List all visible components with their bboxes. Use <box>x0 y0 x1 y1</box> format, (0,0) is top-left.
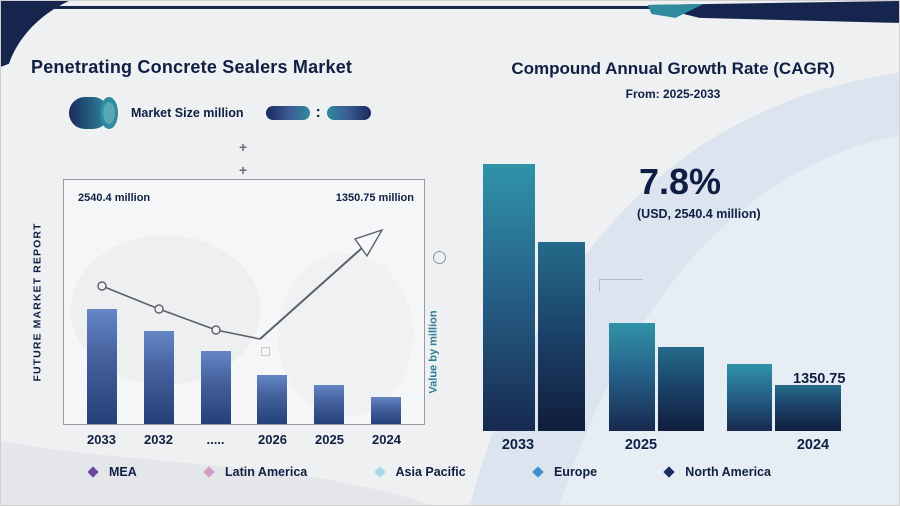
cagr-bar <box>538 242 585 431</box>
square-icon <box>261 347 270 356</box>
x-label: 2032 <box>144 432 173 447</box>
plus-icon: + <box>239 162 248 178</box>
y-axis-label: Value by million <box>428 309 441 394</box>
market-size-legend: Market Size million : <box>65 93 371 133</box>
cagr-bar <box>483 163 535 431</box>
legend-item-north-america: North America <box>663 465 771 479</box>
market-bar <box>313 384 344 424</box>
x-label: 2026 <box>258 432 287 447</box>
legend-label: Asia Pacific <box>395 465 466 479</box>
x-label: 2025 <box>315 432 344 447</box>
annotation-min-value: 1350.75 million <box>335 192 414 204</box>
legend-item-latin-america: Latin America <box>203 465 308 479</box>
market-bar <box>143 331 174 424</box>
market-size-chart: 2540.4 million 1350.75 million <box>63 179 425 425</box>
circle-icon <box>433 251 446 264</box>
bottom-legend: MEA Latin America Asia Pacific Europe North … <box>87 465 771 479</box>
legend-item-mea: MEA <box>87 465 137 479</box>
market-size-label: Market Size million <box>131 106 244 120</box>
market-bar <box>370 397 401 424</box>
legend-label: Europe <box>553 465 598 479</box>
gradient-pill-icon <box>265 106 310 120</box>
page-title: Penetrating Concrete Sealers Market <box>31 57 353 77</box>
pill-separator: : <box>315 104 321 121</box>
x-label: ..... <box>206 432 225 447</box>
y-axis-label-wrap: Value by million <box>425 269 443 434</box>
cagr-bars <box>471 161 871 431</box>
cagr-usd-note: (USD, 2540.4 million) <box>637 207 761 221</box>
market-bar <box>200 350 231 424</box>
x-label: 2033 <box>87 432 116 447</box>
cagr-rate: 7.8% <box>639 161 722 202</box>
plus-icon: + <box>239 139 248 155</box>
market-bars <box>64 180 424 424</box>
legend-diamond-icon <box>532 466 544 478</box>
legend-diamond-icon <box>373 466 386 478</box>
cagr-bar <box>658 347 704 431</box>
bracket-icon <box>599 279 643 291</box>
market-bar <box>87 309 118 424</box>
market-bar <box>257 375 288 424</box>
cagr-subtitle: From: 2025-2033 <box>625 87 721 101</box>
gradient-pill-icon <box>326 106 371 120</box>
cagr-bar-group <box>609 161 704 431</box>
database-icon <box>69 97 118 129</box>
watermark: FUTURE MARKET REPORT <box>27 179 49 425</box>
legend-label: MEA <box>109 465 137 479</box>
legend-label: Latin America <box>225 465 308 479</box>
annotation-max-value: 2540.4 million <box>78 192 151 204</box>
watermark-text: FUTURE MARKET REPORT <box>32 222 44 382</box>
cagr-x-axis: 2033 2025 2024 <box>471 437 871 457</box>
legend-diamond-icon <box>663 466 675 478</box>
cagr-title: Compound Annual Growth Rate (CAGR) <box>511 59 835 78</box>
x-label: 2024 <box>372 432 401 447</box>
x-label: 2025 <box>624 437 658 453</box>
legend-diamond-icon <box>87 466 99 478</box>
cagr-bar-group <box>483 161 585 431</box>
legend-item-europe: Europe <box>532 465 598 479</box>
cagr-bar-group <box>727 161 841 431</box>
market-x-axis: 2033 2032..... 2026 2025 2024 <box>63 432 425 447</box>
cagr-bar <box>775 385 841 431</box>
legend-label: North America <box>685 465 771 479</box>
legend-diamond-icon <box>203 466 215 478</box>
cagr-bar <box>609 323 655 431</box>
x-label: 2024 <box>796 437 830 453</box>
cagr-bar <box>727 363 772 431</box>
x-label: 2033 <box>501 437 535 453</box>
legend-item-asia-pacific: Asia Pacific <box>373 465 466 479</box>
value-label-2024: 1350.75 <box>793 371 846 387</box>
cagr-header: Compound Annual Growth Rate (CAGR) From:… <box>453 59 893 101</box>
